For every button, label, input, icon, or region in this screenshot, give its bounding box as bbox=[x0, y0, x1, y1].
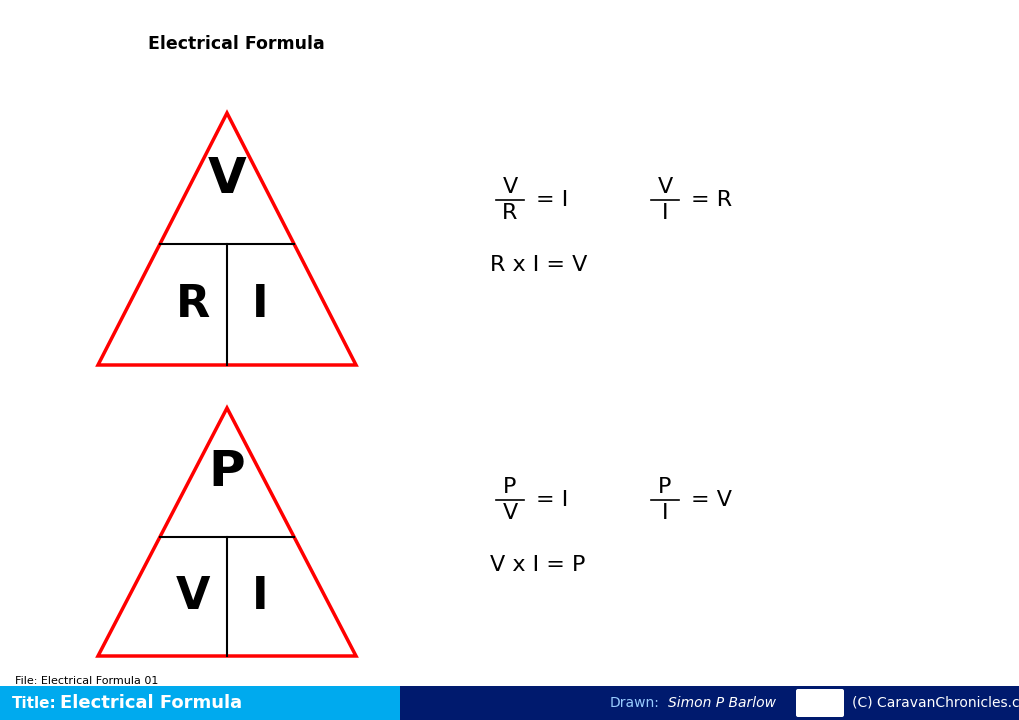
Polygon shape bbox=[98, 408, 356, 656]
Text: Simon P Barlow: Simon P Barlow bbox=[668, 696, 776, 710]
Text: V x I = P: V x I = P bbox=[490, 555, 585, 575]
Text: P: P bbox=[658, 477, 672, 497]
Text: Title:: Title: bbox=[12, 696, 57, 711]
Text: I: I bbox=[661, 203, 668, 223]
Text: P: P bbox=[209, 449, 246, 497]
Text: = I: = I bbox=[536, 190, 569, 210]
Text: (C) CaravanChronicles.com: (C) CaravanChronicles.com bbox=[852, 696, 1019, 710]
Text: V: V bbox=[502, 503, 518, 523]
Text: R: R bbox=[502, 203, 518, 223]
Text: R x I = V: R x I = V bbox=[490, 255, 587, 275]
Text: V: V bbox=[502, 177, 518, 197]
Text: Electrical Formula: Electrical Formula bbox=[60, 694, 243, 712]
Polygon shape bbox=[98, 113, 356, 365]
Text: 🚌: 🚌 bbox=[814, 693, 825, 713]
Text: P: P bbox=[503, 477, 517, 497]
Bar bbox=[400, 686, 1019, 720]
Text: I: I bbox=[661, 503, 668, 523]
Text: I: I bbox=[253, 283, 269, 326]
Bar bbox=[0, 686, 400, 720]
Text: Electrical Formula: Electrical Formula bbox=[148, 35, 325, 53]
Text: V: V bbox=[657, 177, 673, 197]
Text: V: V bbox=[208, 155, 247, 202]
Text: = R: = R bbox=[691, 190, 732, 210]
Text: V: V bbox=[176, 575, 211, 618]
FancyBboxPatch shape bbox=[796, 689, 844, 717]
Text: R: R bbox=[176, 283, 211, 326]
Text: Drawn:: Drawn: bbox=[610, 696, 660, 710]
Text: = I: = I bbox=[536, 490, 569, 510]
Text: I: I bbox=[253, 575, 269, 618]
Text: File: Electrical Formula 01: File: Electrical Formula 01 bbox=[15, 676, 158, 686]
Text: = V: = V bbox=[691, 490, 732, 510]
